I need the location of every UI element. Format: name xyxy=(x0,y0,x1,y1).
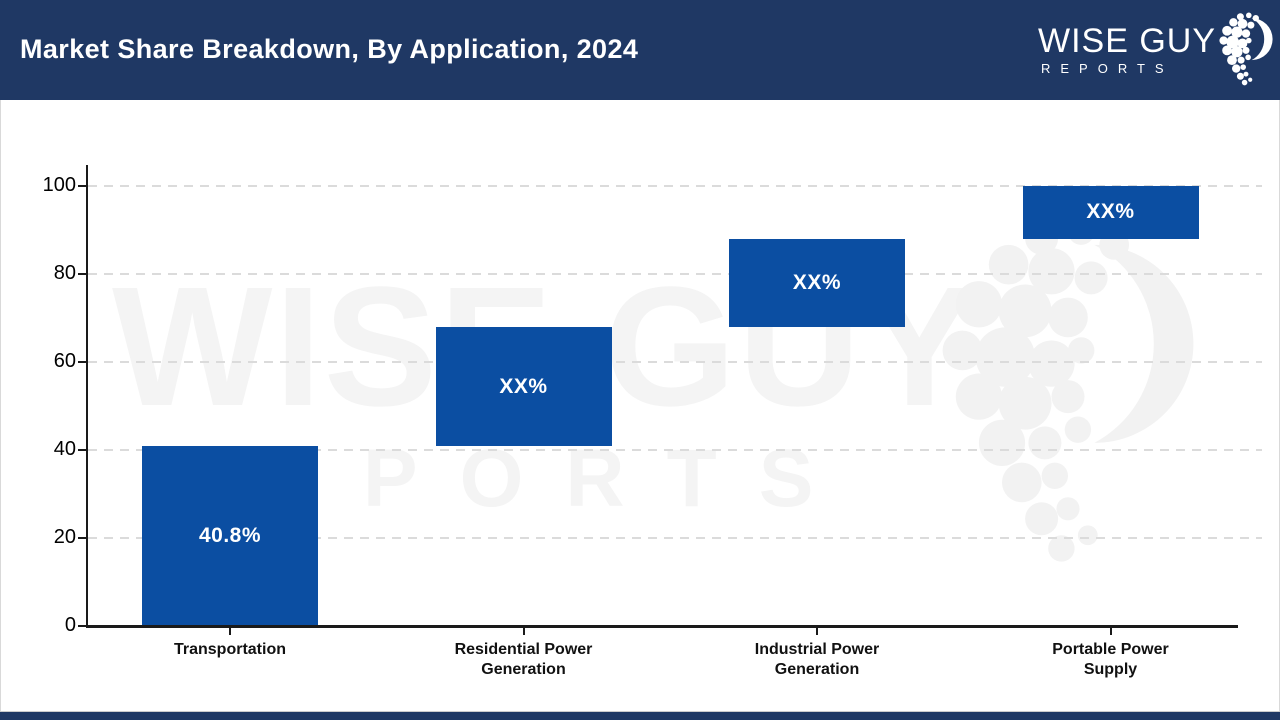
bottom-hairline xyxy=(0,711,1280,712)
gridline-60 xyxy=(88,361,1262,363)
plot-area: 0 20 40 60 80 100 40.8% Transportation XX% Reside… xyxy=(0,100,1280,712)
watermark-head-icon xyxy=(942,218,1194,562)
brand-logo: WISE GUY REPORTS xyxy=(1038,22,1216,76)
y-axis-tick-label: 40 xyxy=(53,438,76,460)
gridline-20 xyxy=(88,537,1262,539)
y-axis-tick-label: 80 xyxy=(53,262,76,284)
x-axis-tickmark xyxy=(229,628,231,635)
y-axis-tickmark xyxy=(78,361,86,363)
x-axis-category-label-transportation: Transportation xyxy=(173,641,286,658)
y-axis-tickmark xyxy=(78,185,86,187)
bar-value-label-industrial-power-generation: XX% xyxy=(792,270,842,294)
x-axis-category-label-portable-power-supply: Portable Power Supply xyxy=(1052,641,1169,678)
gridline-80 xyxy=(88,273,1262,275)
y-axis-tick-label: 60 xyxy=(53,350,76,372)
header-band: Market Share Breakdown, By Application, … xyxy=(0,0,1280,100)
x-axis-line xyxy=(86,625,1238,628)
page-title: Market Share Breakdown, By Application, … xyxy=(20,34,639,64)
y-axis-tick-label: 0 xyxy=(64,614,76,636)
y-axis-tickmark xyxy=(78,273,86,275)
y-axis-tickmark xyxy=(78,449,86,451)
gridline-100 xyxy=(88,185,1262,187)
brand-head-icon xyxy=(1219,12,1273,86)
y-axis-tick-label: 20 xyxy=(53,526,76,548)
left-border xyxy=(0,100,1,712)
x-axis-category-label-residential-power-generation: Residential Power Generation xyxy=(454,641,593,678)
y-axis-line xyxy=(86,165,88,626)
bar-value-label-transportation: 40.8% xyxy=(198,524,262,548)
bar-value-label-residential-power-generation: XX% xyxy=(499,374,548,398)
x-axis-tickmark xyxy=(816,628,818,635)
x-axis-tickmark xyxy=(1109,628,1112,635)
bar-value-label-portable-power-supply: XX% xyxy=(1086,200,1135,223)
y-axis-tickmark xyxy=(78,537,86,539)
brand-subname: REPORTS xyxy=(1041,61,1174,76)
gridline-40 xyxy=(88,449,1262,451)
brand-name: WISE GUY xyxy=(1038,22,1217,60)
x-axis-tickmark xyxy=(522,628,525,635)
bar-portable-power-supply xyxy=(1022,186,1199,239)
bar-transportation xyxy=(142,446,318,626)
y-axis-tickmark xyxy=(78,625,86,627)
bar-industrial-power-generation xyxy=(729,238,905,327)
y-axis-tick-label: 100 xyxy=(42,174,76,196)
bar-residential-power-generation xyxy=(435,326,612,447)
x-axis-category-label-industrial-power-generation: Industrial Power Generation xyxy=(754,641,880,678)
footer-band xyxy=(0,712,1280,720)
